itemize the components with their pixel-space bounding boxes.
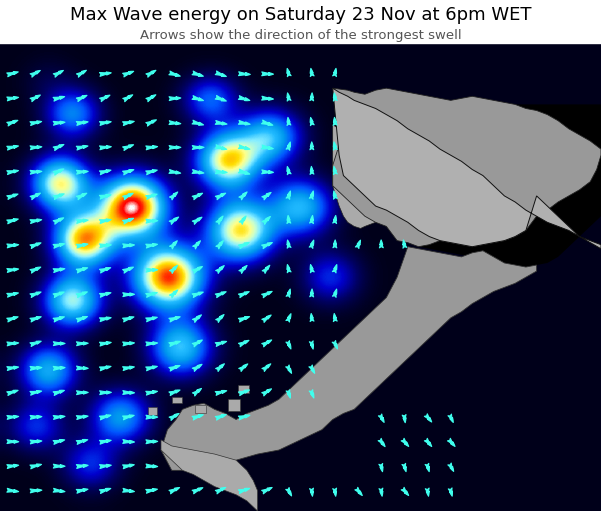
Text: Arrows show the direction of the strongest swell: Arrows show the direction of the stronge… <box>139 29 462 42</box>
Polygon shape <box>161 247 537 470</box>
Polygon shape <box>195 405 206 413</box>
Polygon shape <box>333 125 391 228</box>
Polygon shape <box>148 407 157 415</box>
Polygon shape <box>333 88 601 247</box>
Polygon shape <box>172 397 183 403</box>
Polygon shape <box>228 399 240 411</box>
Polygon shape <box>333 88 601 249</box>
Polygon shape <box>238 385 249 393</box>
Polygon shape <box>418 104 601 267</box>
Text: Max Wave energy on Saturday 23 Nov at 6pm WET: Max Wave energy on Saturday 23 Nov at 6p… <box>70 6 531 24</box>
Polygon shape <box>161 440 258 511</box>
